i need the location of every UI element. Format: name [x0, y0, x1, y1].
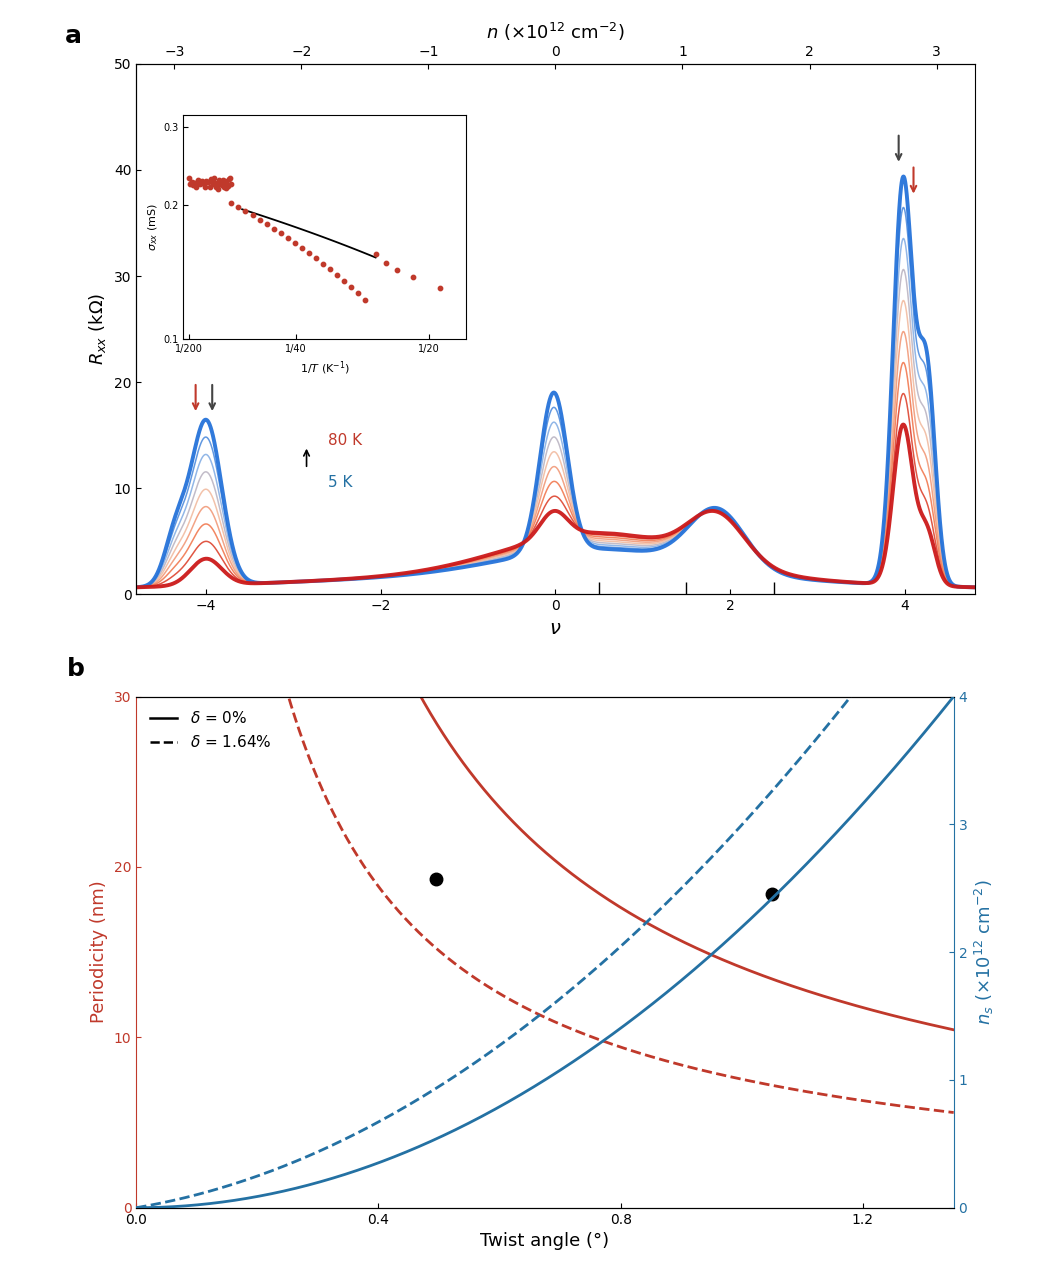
- Point: [208, 176, 224, 197]
- Point: [279, 227, 296, 248]
- Point: [301, 243, 318, 263]
- X-axis label: $n$ ($\times10^{12}$ cm$^{-2}$): $n$ ($\times10^{12}$ cm$^{-2}$): [486, 22, 625, 43]
- Point: [199, 173, 216, 193]
- Y-axis label: Periodicity (nm): Periodicity (nm): [90, 881, 108, 1024]
- Point: [202, 169, 219, 189]
- Point: [220, 175, 237, 196]
- X-axis label: $\nu$: $\nu$: [549, 619, 562, 638]
- X-axis label: $1/T$ (K$^{-1}$): $1/T$ (K$^{-1}$): [300, 359, 350, 377]
- Point: [237, 201, 254, 221]
- Point: [223, 174, 240, 194]
- Text: b: b: [67, 657, 85, 681]
- Point: [389, 259, 406, 280]
- Point: [210, 179, 226, 199]
- Point: [367, 244, 384, 265]
- Point: [217, 171, 234, 192]
- Point: [328, 265, 345, 285]
- Point: [198, 171, 215, 192]
- Point: [201, 176, 218, 197]
- Text: a: a: [65, 24, 82, 49]
- Point: [307, 248, 324, 268]
- Point: [343, 277, 359, 298]
- Point: [203, 173, 220, 193]
- Point: [216, 176, 233, 197]
- Point: [183, 171, 200, 192]
- Point: [209, 174, 225, 194]
- Point: [293, 238, 310, 258]
- Point: [200, 171, 217, 192]
- Point: [188, 178, 204, 198]
- Point: [272, 224, 289, 244]
- Point: [205, 167, 222, 188]
- Point: [335, 271, 352, 291]
- Point: [195, 174, 212, 194]
- Point: [212, 174, 228, 194]
- Point: [211, 170, 227, 190]
- Point: [258, 213, 275, 234]
- Point: [223, 193, 240, 213]
- Point: [405, 267, 421, 288]
- Text: 5 K: 5 K: [328, 475, 353, 491]
- Point: [252, 210, 268, 230]
- Point: [189, 170, 205, 190]
- Point: [356, 290, 373, 311]
- Point: [214, 170, 231, 190]
- Y-axis label: $\sigma_{xx}$ (mS): $\sigma_{xx}$ (mS): [147, 203, 160, 250]
- Point: [180, 169, 197, 189]
- Point: [322, 259, 339, 280]
- Y-axis label: $R_{xx}$ (k$\Omega$): $R_{xx}$ (k$\Omega$): [87, 293, 108, 366]
- Point: [378, 253, 395, 273]
- Point: [182, 173, 199, 193]
- Point: [204, 174, 221, 194]
- Point: [314, 253, 331, 273]
- Point: [286, 233, 303, 253]
- Point: [190, 171, 206, 192]
- Point: [181, 174, 198, 194]
- Point: [432, 279, 449, 299]
- Point: [221, 169, 238, 189]
- Point: [197, 176, 214, 197]
- Point: [184, 175, 201, 196]
- Point: [187, 173, 203, 193]
- Point: [196, 173, 213, 193]
- Point: [206, 173, 223, 193]
- Point: [194, 171, 211, 192]
- Point: [265, 219, 282, 239]
- Point: [244, 206, 261, 226]
- X-axis label: Twist angle (°): Twist angle (°): [480, 1232, 610, 1250]
- Point: [185, 173, 202, 193]
- Point: [192, 174, 209, 194]
- Point: [213, 174, 230, 194]
- Legend: $\delta$ = 0%, $\delta$ = 1.64%: $\delta$ = 0%, $\delta$ = 1.64%: [144, 704, 278, 757]
- Point: [219, 174, 236, 194]
- Point: [193, 173, 210, 193]
- Point: [350, 284, 367, 304]
- Point: [222, 167, 239, 188]
- Point: [218, 178, 235, 198]
- Point: [231, 197, 247, 217]
- Y-axis label: $n_s$ ($\times10^{12}$ cm$^{-2}$): $n_s$ ($\times10^{12}$ cm$^{-2}$): [973, 879, 996, 1025]
- Text: 80 K: 80 K: [328, 433, 363, 449]
